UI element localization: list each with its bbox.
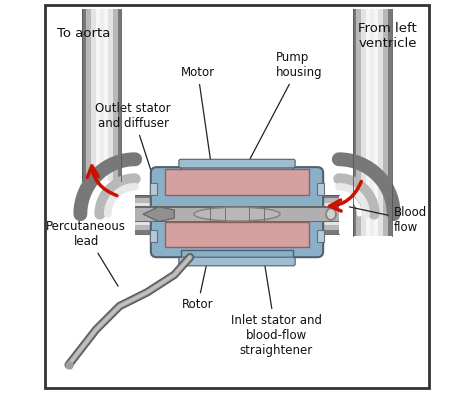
Polygon shape [82, 9, 121, 181]
Text: Outlet stator
and diffuser: Outlet stator and diffuser [95, 102, 171, 204]
Bar [135, 206, 339, 222]
Polygon shape [313, 195, 339, 234]
Bar [181, 250, 293, 260]
Bar [150, 230, 157, 242]
FancyBboxPatch shape [179, 257, 295, 266]
Text: Rotor: Rotor [182, 217, 217, 311]
Polygon shape [135, 208, 161, 220]
Polygon shape [313, 198, 339, 230]
Text: Pump
housing: Pump housing [250, 51, 323, 159]
Text: Percutaneous
lead: Percutaneous lead [46, 220, 126, 286]
Polygon shape [356, 9, 388, 236]
Bar [181, 165, 293, 175]
Ellipse shape [326, 208, 336, 220]
Polygon shape [370, 9, 374, 236]
Bar [164, 169, 310, 195]
Polygon shape [135, 195, 161, 234]
Polygon shape [135, 203, 161, 225]
Polygon shape [313, 212, 339, 216]
Polygon shape [91, 9, 113, 181]
Polygon shape [100, 9, 104, 181]
Polygon shape [135, 212, 161, 216]
Bar [150, 183, 157, 195]
Text: Motor: Motor [181, 66, 215, 164]
Bar [317, 230, 324, 242]
FancyBboxPatch shape [179, 159, 295, 168]
Polygon shape [313, 203, 339, 225]
Polygon shape [143, 207, 174, 222]
Bar [135, 208, 339, 221]
Text: From left
ventricle: From left ventricle [358, 22, 417, 50]
Polygon shape [361, 9, 383, 236]
Polygon shape [96, 9, 108, 181]
Polygon shape [135, 198, 161, 230]
Polygon shape [86, 9, 118, 181]
Polygon shape [353, 9, 392, 236]
Polygon shape [313, 208, 339, 220]
Bar [317, 183, 324, 195]
FancyBboxPatch shape [45, 5, 429, 388]
Bar [164, 222, 310, 248]
Ellipse shape [194, 207, 280, 221]
Text: Blood
flow: Blood flow [349, 206, 427, 234]
FancyBboxPatch shape [151, 167, 323, 257]
Text: To aorta: To aorta [57, 28, 110, 40]
Polygon shape [366, 9, 378, 236]
Text: Inlet stator and
blood-flow
straightener: Inlet stator and blood-flow straightener [231, 217, 322, 357]
